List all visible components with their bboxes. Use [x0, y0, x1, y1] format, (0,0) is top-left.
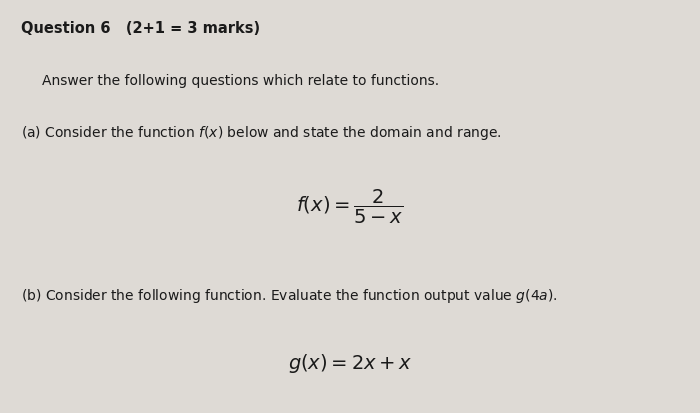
- Text: $g(x) = 2x + x$: $g(x) = 2x + x$: [288, 352, 412, 375]
- Text: Answer the following questions which relate to functions.: Answer the following questions which rel…: [42, 74, 439, 88]
- Text: (b) Consider the following function. Evaluate the function output value $g(4a)$.: (b) Consider the following function. Eva…: [21, 287, 558, 305]
- Text: (a) Consider the function $f(x)$ below and state the domain and range.: (a) Consider the function $f(x)$ below a…: [21, 124, 502, 142]
- Text: Question 6   (2+1 = 3 marks): Question 6 (2+1 = 3 marks): [21, 21, 260, 36]
- Text: $f(x) = \dfrac{2}{5-x}$: $f(x) = \dfrac{2}{5-x}$: [296, 188, 404, 225]
